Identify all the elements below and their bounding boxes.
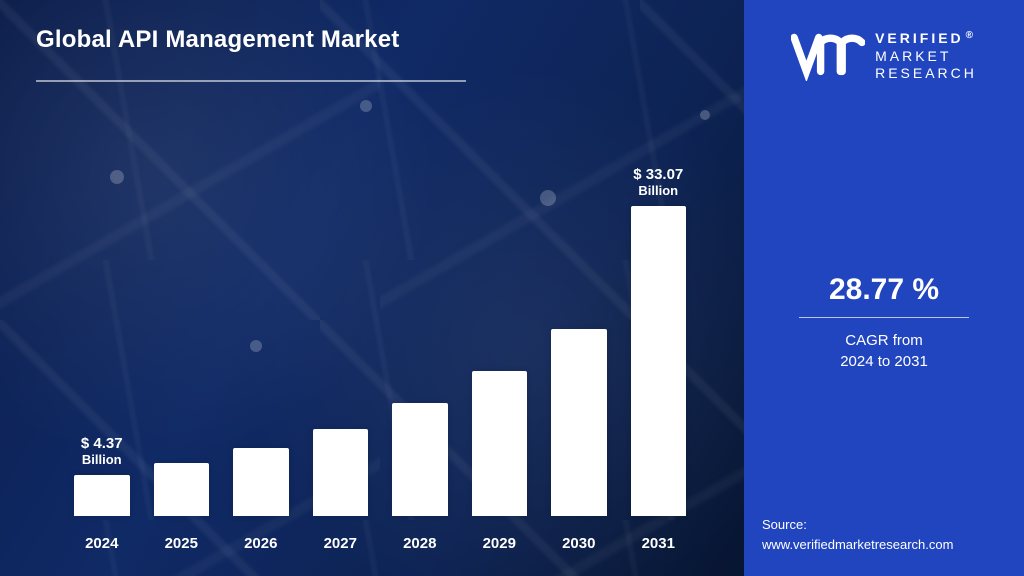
cagr-block: 28.77 % CAGR from 2024 to 2031 (799, 273, 969, 373)
bar (154, 463, 210, 516)
logo-line3: RESEARCH (875, 65, 977, 81)
bar-wrap (472, 371, 528, 516)
logo-line2: MARKET (875, 48, 951, 64)
bar-wrap (74, 475, 130, 516)
bar-wrap (631, 206, 687, 516)
bar-wrap (392, 403, 448, 516)
source-label: Source: (762, 515, 953, 535)
bar-container (70, 156, 690, 516)
brand-logo: VERIFIED® MARKET RESEARCH (791, 30, 977, 83)
logo-reg-mark: ® (966, 30, 976, 41)
x-axis-label: 2030 (551, 535, 607, 552)
page-title: Global API Management Market (36, 26, 399, 54)
bar (472, 371, 528, 516)
bar (313, 429, 369, 516)
x-axis-label: 2024 (74, 535, 130, 552)
decor-dot (700, 110, 710, 120)
source-citation: Source: www.verifiedmarketresearch.com (762, 515, 953, 554)
bar (74, 475, 130, 516)
x-axis-label: 2028 (392, 535, 448, 552)
bar (551, 329, 607, 516)
bar-chart: $ 4.37Billion$ 33.07Billion (70, 156, 690, 516)
cagr-value: 28.77 % (799, 273, 969, 307)
x-axis-label: 2029 (472, 535, 528, 552)
callout-unit: Billion (62, 452, 142, 467)
bar-wrap (313, 429, 369, 516)
logo-text: VERIFIED® MARKET RESEARCH (875, 30, 977, 83)
bar-wrap (233, 448, 289, 516)
cagr-underline (799, 317, 969, 319)
infographic-root: Global API Management Market $ 4.37Billi… (0, 0, 1024, 576)
bar (233, 448, 289, 516)
bar-wrap (154, 463, 210, 516)
x-axis-label: 2025 (154, 535, 210, 552)
x-axis: 2024 2025 2026 2027 2028 2029 2030 2031 (70, 535, 690, 552)
bar-wrap (551, 329, 607, 516)
side-panel: VERIFIED® MARKET RESEARCH 28.77 % CAGR f… (744, 0, 1024, 576)
callout-value: $ 4.37 (62, 435, 142, 452)
bar (392, 403, 448, 516)
callout-unit: Billion (618, 183, 698, 198)
bar-callout: $ 4.37Billion (62, 435, 142, 467)
bar-callout: $ 33.07Billion (618, 166, 698, 198)
cagr-subtitle: CAGR from 2024 to 2031 (799, 330, 969, 372)
x-axis-label: 2026 (233, 535, 289, 552)
logo-line1: VERIFIED (875, 30, 964, 46)
bar (631, 206, 687, 516)
x-axis-label: 2027 (313, 535, 369, 552)
callout-value: $ 33.07 (618, 166, 698, 183)
cagr-label-line1: CAGR from (845, 332, 923, 349)
decor-dot (360, 100, 372, 112)
chart-panel: Global API Management Market $ 4.37Billi… (0, 0, 744, 576)
source-url: www.verifiedmarketresearch.com (762, 535, 953, 555)
logo-mark-icon (791, 31, 865, 81)
x-axis-label: 2031 (631, 535, 687, 552)
title-underline (36, 80, 466, 82)
cagr-label-line2: 2024 to 2031 (840, 353, 928, 370)
